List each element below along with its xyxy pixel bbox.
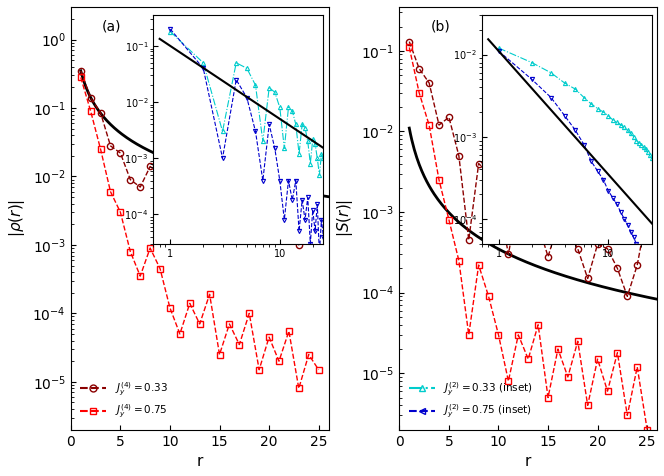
Text: (a): (a) bbox=[102, 20, 122, 34]
Text: (b): (b) bbox=[430, 20, 450, 34]
X-axis label: r: r bbox=[525, 454, 531, 469]
Legend: $J_y^{(4)} = 0.33$, $J_y^{(4)} = 0.75$: $J_y^{(4)} = 0.33$, $J_y^{(4)} = 0.75$ bbox=[76, 376, 172, 425]
Legend: $J_y^{(2)} = 0.33$ (inset), $J_y^{(2)} = 0.75$ (inset): $J_y^{(2)} = 0.33$ (inset), $J_y^{(2)} =… bbox=[404, 376, 537, 425]
Y-axis label: $|S(r)|$: $|S(r)|$ bbox=[335, 199, 355, 238]
Y-axis label: $|\rho(r)|$: $|\rho(r)|$ bbox=[7, 199, 27, 238]
X-axis label: r: r bbox=[197, 454, 203, 469]
